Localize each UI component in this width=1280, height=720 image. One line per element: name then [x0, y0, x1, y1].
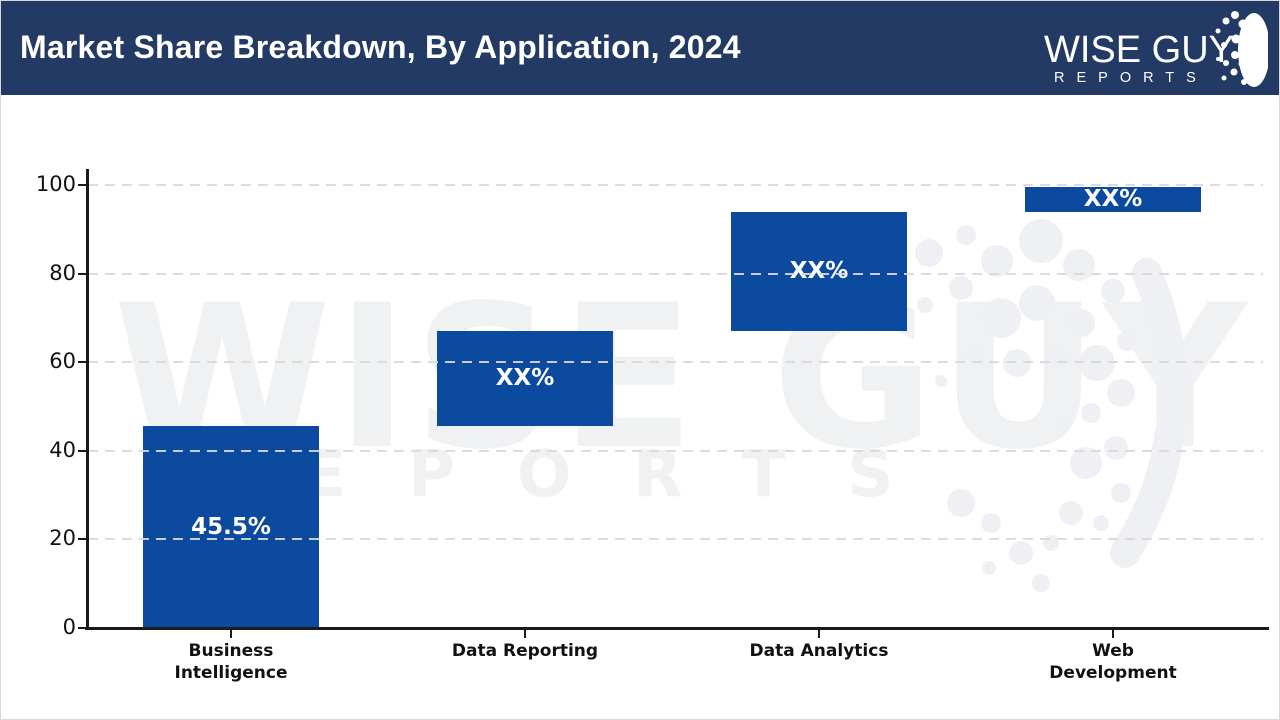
x-tick-business-intelligence: [230, 630, 232, 638]
bar-data-reporting: XX%: [437, 331, 613, 427]
watermark-face-profile: [1110, 258, 1188, 568]
y-tick-label-80: 80: [49, 260, 76, 285]
x-tick-label-data-analytics: Data Analytics: [749, 641, 889, 661]
x-tick-data-reporting: [524, 630, 526, 638]
x-tick-label-business-intelligence: Business Intelligence: [174, 641, 288, 684]
x-tick-label-web-development: Web Development: [1049, 641, 1177, 684]
bar-business-intelligence: 45.5%: [143, 426, 319, 628]
y-tick-40: [78, 449, 86, 452]
y-tick-label-20: 20: [49, 526, 76, 551]
bar-data-analytics: XX%: [731, 211, 907, 332]
gridline-40: [88, 449, 1263, 452]
page-title: Market Share Breakdown, By Application, …: [20, 29, 741, 65]
y-tick-100: [78, 184, 86, 186]
y-axis-spine: [86, 169, 89, 630]
y-tick-80: [78, 272, 86, 275]
y-tick-0: [78, 627, 86, 629]
y-tick-60: [78, 361, 86, 364]
logo-face-icon: [1215, 11, 1268, 87]
logo-wiseguy-text: WISE GUY: [1044, 29, 1234, 71]
gridline-80: [88, 272, 1263, 275]
chart-area: 0 20 40 60 80 100 45.5% Business Intelligence XX…: [1, 96, 1279, 719]
logo-reports-text: REPORTS: [1054, 70, 1208, 86]
gridline-60: [88, 361, 1263, 364]
y-tick-label-40: 40: [49, 437, 76, 462]
bar-web-development: XX%: [1025, 185, 1201, 212]
header: Market Share Breakdown, By Application, …: [1, 1, 1279, 95]
bar-label-data-analytics: XX%: [789, 257, 849, 284]
bar-label-web-development: XX%: [1083, 185, 1143, 212]
bar-label-business-intelligence: 45.5%: [191, 513, 271, 540]
logo: WISE GUY REPORTS: [1044, 11, 1268, 87]
gridline-20: [88, 538, 1263, 541]
y-tick-label-0: 0: [62, 615, 76, 639]
x-tick-label-data-reporting: Data Reporting: [451, 641, 599, 661]
bar-label-data-reporting: XX%: [495, 365, 555, 392]
x-axis-spine: [85, 627, 1269, 630]
x-tick-web-development: [1112, 630, 1114, 638]
y-tick-label-100: 100: [35, 172, 76, 196]
y-tick-20: [78, 538, 86, 541]
x-tick-data-analytics: [818, 630, 820, 638]
watermark-face-icon: [915, 219, 1188, 592]
y-tick-label-60: 60: [49, 349, 76, 374]
gridline-100: [88, 184, 1263, 186]
